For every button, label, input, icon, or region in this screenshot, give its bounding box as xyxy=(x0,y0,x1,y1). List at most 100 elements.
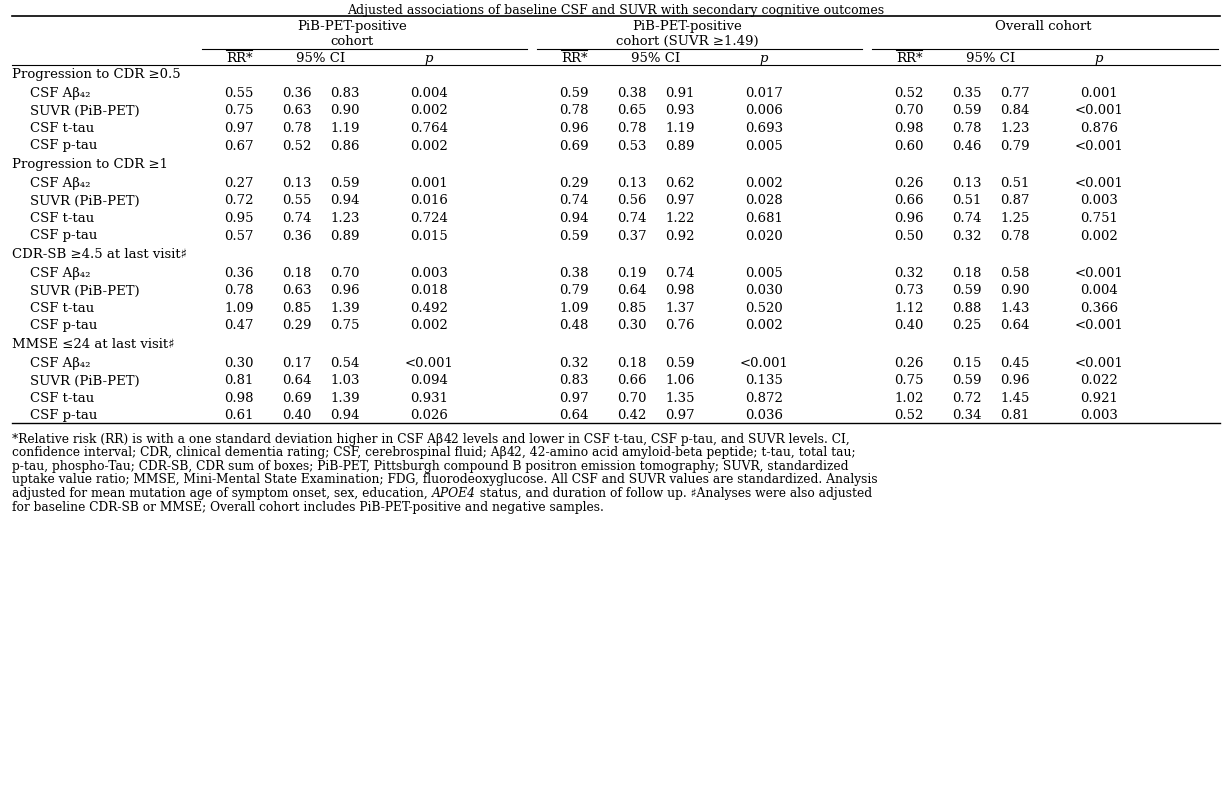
Text: 0.83: 0.83 xyxy=(330,87,359,100)
Text: Overall cohort: Overall cohort xyxy=(995,20,1092,33)
Text: 0.81: 0.81 xyxy=(224,374,253,387)
Text: p: p xyxy=(760,52,769,65)
Text: 0.724: 0.724 xyxy=(410,212,448,225)
Text: Progression to CDR ≥0.5: Progression to CDR ≥0.5 xyxy=(12,68,181,81)
Text: 0.60: 0.60 xyxy=(894,139,924,152)
Text: 0.005: 0.005 xyxy=(745,139,782,152)
Text: 0.59: 0.59 xyxy=(560,87,589,100)
Text: 0.47: 0.47 xyxy=(224,319,253,332)
Text: 42: 42 xyxy=(507,446,523,459)
Text: 0.19: 0.19 xyxy=(617,267,647,280)
Text: 0.89: 0.89 xyxy=(665,139,695,152)
Text: 1.09: 1.09 xyxy=(224,302,253,315)
Text: 0.66: 0.66 xyxy=(617,374,647,387)
Text: 0.005: 0.005 xyxy=(745,267,782,280)
Text: 0.64: 0.64 xyxy=(560,409,589,422)
Text: 0.94: 0.94 xyxy=(330,409,359,422)
Text: 0.54: 0.54 xyxy=(331,357,359,370)
Text: 0.78: 0.78 xyxy=(560,105,589,118)
Text: 0.94: 0.94 xyxy=(330,195,359,208)
Text: 0.78: 0.78 xyxy=(224,284,253,297)
Text: 0.15: 0.15 xyxy=(952,357,982,370)
Text: 0.97: 0.97 xyxy=(665,409,695,422)
Text: 0.18: 0.18 xyxy=(283,267,311,280)
Text: 0.006: 0.006 xyxy=(745,105,784,118)
Text: 1.02: 1.02 xyxy=(894,392,924,405)
Text: 0.86: 0.86 xyxy=(330,139,359,152)
Text: 95% CI: 95% CI xyxy=(296,52,346,65)
Text: 0.32: 0.32 xyxy=(952,230,982,242)
Text: 0.64: 0.64 xyxy=(282,374,311,387)
Text: 0.56: 0.56 xyxy=(617,195,647,208)
Text: 0.83: 0.83 xyxy=(560,374,589,387)
Text: 1.03: 1.03 xyxy=(330,374,359,387)
Text: <0.001: <0.001 xyxy=(1075,267,1123,280)
Text: 0.55: 0.55 xyxy=(283,195,311,208)
Text: CSF t-tau: CSF t-tau xyxy=(30,392,95,405)
Text: 0.003: 0.003 xyxy=(1080,409,1118,422)
Text: RR*: RR* xyxy=(561,52,587,65)
Text: 95% CI: 95% CI xyxy=(967,52,1016,65)
Text: 0.78: 0.78 xyxy=(617,122,647,135)
Text: 0.18: 0.18 xyxy=(952,267,982,280)
Text: 0.018: 0.018 xyxy=(410,284,448,297)
Text: CSF p-tau: CSF p-tau xyxy=(30,319,97,332)
Text: adjusted for mean mutation age of symptom onset, sex, education,: adjusted for mean mutation age of sympto… xyxy=(12,487,432,500)
Text: 0.52: 0.52 xyxy=(283,139,311,152)
Text: 0.51: 0.51 xyxy=(952,195,982,208)
Text: 0.75: 0.75 xyxy=(330,319,359,332)
Text: 0.681: 0.681 xyxy=(745,212,784,225)
Text: 0.030: 0.030 xyxy=(745,284,784,297)
Text: Adjusted associations of baseline CSF and SUVR with secondary cognitive outcomes: Adjusted associations of baseline CSF an… xyxy=(347,4,884,17)
Text: 0.921: 0.921 xyxy=(1080,392,1118,405)
Text: PiB-PET-positive
cohort: PiB-PET-positive cohort xyxy=(298,20,407,48)
Text: 0.36: 0.36 xyxy=(224,267,253,280)
Text: 0.002: 0.002 xyxy=(745,177,782,190)
Text: SUVR (PiB-PET): SUVR (PiB-PET) xyxy=(30,284,140,297)
Text: 0.13: 0.13 xyxy=(617,177,647,190)
Text: 0.85: 0.85 xyxy=(283,302,311,315)
Text: 0.52: 0.52 xyxy=(894,409,924,422)
Text: 0.36: 0.36 xyxy=(282,87,312,100)
Text: 1.06: 1.06 xyxy=(665,374,695,387)
Text: 0.76: 0.76 xyxy=(665,319,695,332)
Text: <0.001: <0.001 xyxy=(1075,357,1123,370)
Text: 0.64: 0.64 xyxy=(1000,319,1030,332)
Text: 0.32: 0.32 xyxy=(894,267,924,280)
Text: CSF t-tau: CSF t-tau xyxy=(30,122,95,135)
Text: 0.38: 0.38 xyxy=(617,87,647,100)
Text: 0.094: 0.094 xyxy=(410,374,448,387)
Text: 0.74: 0.74 xyxy=(952,212,982,225)
Text: PiB-PET-positive
cohort (SUVR ≥1.49): PiB-PET-positive cohort (SUVR ≥1.49) xyxy=(616,20,759,48)
Text: 42: 42 xyxy=(443,432,459,445)
Text: 0.32: 0.32 xyxy=(560,357,589,370)
Text: 0.003: 0.003 xyxy=(1080,195,1118,208)
Text: 1.39: 1.39 xyxy=(330,302,360,315)
Text: 0.97: 0.97 xyxy=(560,392,589,405)
Text: 0.96: 0.96 xyxy=(330,284,360,297)
Text: 0.13: 0.13 xyxy=(282,177,311,190)
Text: status, and duration of follow up. ♯Analyses were also adjusted: status, and duration of follow up. ♯Anal… xyxy=(476,487,872,500)
Text: 0.74: 0.74 xyxy=(665,267,695,280)
Text: CSF p-tau: CSF p-tau xyxy=(30,230,97,242)
Text: <0.001: <0.001 xyxy=(739,357,788,370)
Text: 0.75: 0.75 xyxy=(894,374,924,387)
Text: 0.63: 0.63 xyxy=(282,105,312,118)
Text: 0.87: 0.87 xyxy=(1000,195,1030,208)
Text: MMSE ≤24 at last visit♯: MMSE ≤24 at last visit♯ xyxy=(12,337,175,350)
Text: 0.78: 0.78 xyxy=(282,122,311,135)
Text: 0.81: 0.81 xyxy=(1000,409,1030,422)
Text: 0.78: 0.78 xyxy=(1000,230,1030,242)
Text: 0.036: 0.036 xyxy=(745,409,784,422)
Text: 0.77: 0.77 xyxy=(1000,87,1030,100)
Text: 0.022: 0.022 xyxy=(1080,374,1118,387)
Text: RR*: RR* xyxy=(895,52,922,65)
Text: 0.17: 0.17 xyxy=(282,357,311,370)
Text: 0.98: 0.98 xyxy=(224,392,253,405)
Text: APOE4: APOE4 xyxy=(432,487,476,500)
Text: 0.42: 0.42 xyxy=(617,409,647,422)
Text: 0.73: 0.73 xyxy=(894,284,924,297)
Text: 95% CI: 95% CI xyxy=(631,52,680,65)
Text: <0.001: <0.001 xyxy=(405,357,454,370)
Text: 0.79: 0.79 xyxy=(1000,139,1030,152)
